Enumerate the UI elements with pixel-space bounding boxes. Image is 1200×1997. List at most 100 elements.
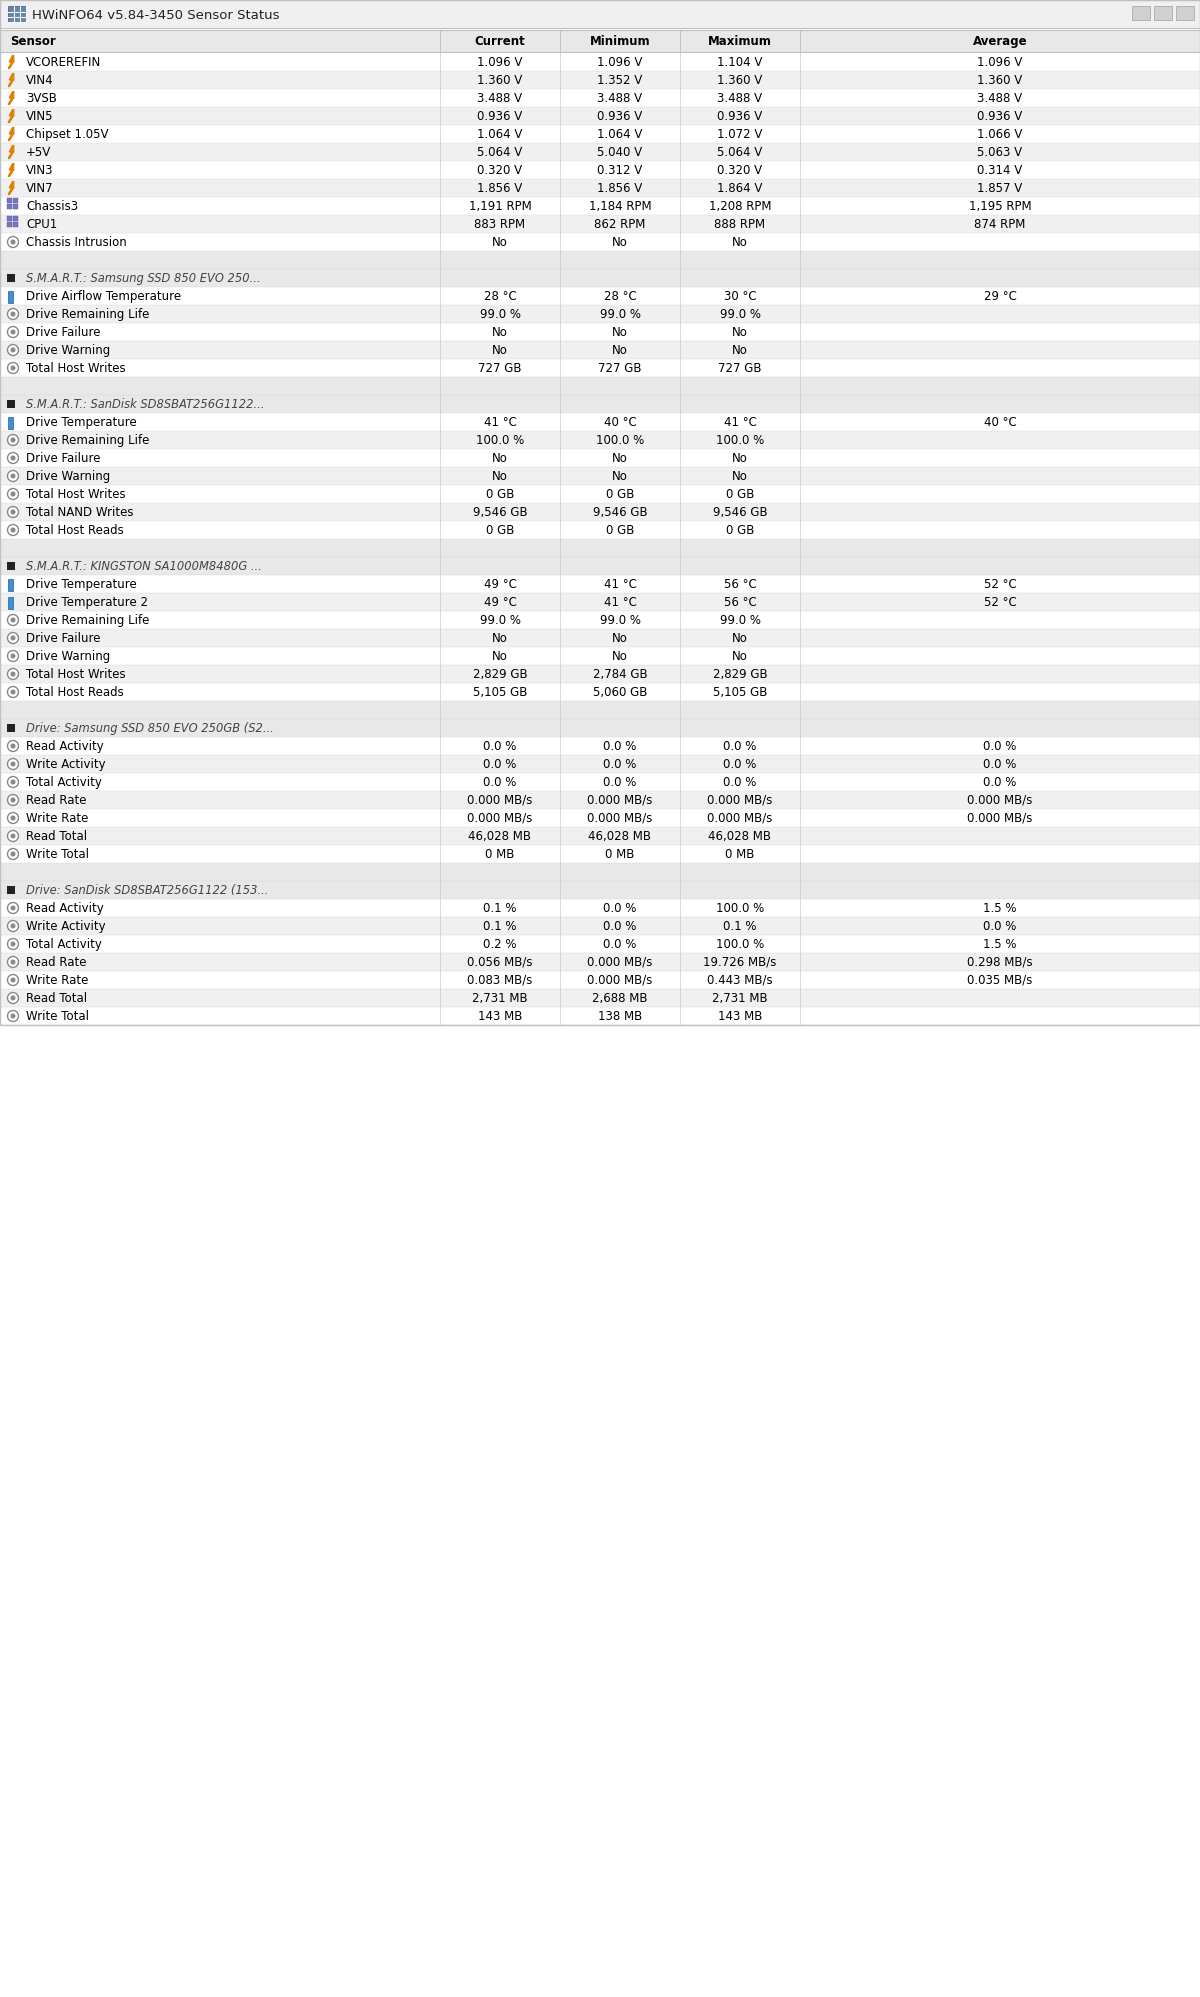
Bar — [0, 108, 1200, 126]
Bar — [0, 809, 1200, 827]
Bar — [0, 377, 1200, 395]
Bar — [0, 306, 1200, 324]
Text: 1.064 V: 1.064 V — [478, 128, 523, 140]
Bar — [13, 222, 18, 226]
Text: 1.072 V: 1.072 V — [718, 128, 763, 140]
Circle shape — [11, 959, 16, 965]
Bar — [0, 72, 1200, 90]
Text: 49 °C: 49 °C — [484, 595, 516, 609]
Text: No: No — [732, 631, 748, 645]
Text: 2,784 GB: 2,784 GB — [593, 667, 647, 681]
Circle shape — [11, 923, 16, 929]
Text: 19.726 MB/s: 19.726 MB/s — [703, 955, 776, 969]
Bar — [0, 647, 1200, 665]
Text: 100.0 %: 100.0 % — [476, 433, 524, 447]
Text: 0.000 MB/s: 0.000 MB/s — [467, 793, 533, 807]
Text: 0.936 V: 0.936 V — [598, 110, 643, 122]
Bar — [13, 198, 18, 202]
Text: 0.0 %: 0.0 % — [604, 757, 637, 771]
Text: No: No — [492, 469, 508, 483]
Text: 46,028 MB: 46,028 MB — [708, 829, 772, 843]
Text: S.M.A.R.T.: Samsung SSD 850 EVO 250...: S.M.A.R.T.: Samsung SSD 850 EVO 250... — [26, 272, 260, 284]
Text: No: No — [732, 343, 748, 357]
Text: 5.064 V: 5.064 V — [718, 146, 763, 158]
Text: 727 GB: 727 GB — [599, 361, 642, 375]
Text: 0.314 V: 0.314 V — [977, 164, 1022, 176]
Text: 138 MB: 138 MB — [598, 1010, 642, 1022]
Text: 0.0 %: 0.0 % — [604, 937, 637, 951]
Circle shape — [7, 957, 18, 967]
Text: No: No — [492, 649, 508, 663]
Bar — [0, 395, 1200, 413]
Text: 0.000 MB/s: 0.000 MB/s — [707, 793, 773, 807]
Circle shape — [7, 615, 18, 625]
Text: Write Activity: Write Activity — [26, 919, 106, 933]
Text: 2,829 GB: 2,829 GB — [473, 667, 527, 681]
Text: 100.0 %: 100.0 % — [596, 433, 644, 447]
Text: Read Rate: Read Rate — [26, 793, 86, 807]
Circle shape — [11, 689, 16, 695]
Circle shape — [7, 741, 18, 751]
Text: Drive Remaining Life: Drive Remaining Life — [26, 613, 149, 627]
Circle shape — [7, 633, 18, 643]
Bar — [0, 539, 1200, 557]
Circle shape — [11, 833, 16, 839]
Text: VIN5: VIN5 — [26, 110, 54, 122]
Circle shape — [11, 797, 16, 803]
Bar — [0, 593, 1200, 611]
Text: 1.096 V: 1.096 V — [478, 56, 523, 68]
Text: No: No — [492, 343, 508, 357]
Text: 727 GB: 727 GB — [719, 361, 762, 375]
Text: 0.320 V: 0.320 V — [478, 164, 522, 176]
Text: 1.864 V: 1.864 V — [718, 182, 763, 194]
Bar — [0, 54, 1200, 72]
Text: VIN7: VIN7 — [26, 182, 54, 194]
Text: 0.0 %: 0.0 % — [484, 739, 517, 753]
Circle shape — [11, 653, 16, 659]
Circle shape — [11, 240, 16, 244]
Text: 9,546 GB: 9,546 GB — [593, 505, 647, 519]
Text: 0.0 %: 0.0 % — [604, 901, 637, 915]
Bar — [0, 791, 1200, 809]
Text: No: No — [732, 236, 748, 248]
Text: Chassis3: Chassis3 — [26, 200, 78, 212]
Text: Total Host Reads: Total Host Reads — [26, 685, 124, 699]
Circle shape — [11, 509, 16, 515]
Text: 1.857 V: 1.857 V — [977, 182, 1022, 194]
Text: 0.0 %: 0.0 % — [983, 739, 1016, 753]
Bar — [0, 126, 1200, 144]
Text: 0.936 V: 0.936 V — [718, 110, 763, 122]
Text: 41 °C: 41 °C — [484, 415, 516, 429]
Circle shape — [11, 455, 16, 461]
Text: 99.0 %: 99.0 % — [720, 613, 761, 627]
Bar — [0, 30, 1200, 52]
Circle shape — [7, 507, 18, 517]
Bar — [8, 6, 26, 22]
Circle shape — [7, 345, 18, 355]
Text: 1.360 V: 1.360 V — [478, 74, 523, 86]
Bar — [0, 341, 1200, 359]
Text: S.M.A.R.T.: KINGSTON SA1000M8480G ...: S.M.A.R.T.: KINGSTON SA1000M8480G ... — [26, 559, 262, 573]
Text: 0.0 %: 0.0 % — [604, 775, 637, 789]
Text: 3.488 V: 3.488 V — [978, 92, 1022, 104]
Text: 3.488 V: 3.488 V — [718, 92, 762, 104]
Circle shape — [11, 365, 16, 371]
Bar — [0, 701, 1200, 719]
Text: Drive Temperature: Drive Temperature — [26, 415, 137, 429]
Bar — [1132, 6, 1150, 20]
Text: 0.0 %: 0.0 % — [983, 775, 1016, 789]
Polygon shape — [10, 146, 14, 160]
Circle shape — [11, 347, 16, 353]
Circle shape — [11, 330, 16, 335]
Text: 56 °C: 56 °C — [724, 595, 756, 609]
Text: 0.000 MB/s: 0.000 MB/s — [587, 793, 653, 807]
Text: 0.0 %: 0.0 % — [484, 757, 517, 771]
Circle shape — [7, 903, 18, 913]
Text: Drive Temperature: Drive Temperature — [26, 577, 137, 591]
Bar — [0, 431, 1200, 449]
Text: No: No — [612, 649, 628, 663]
Circle shape — [7, 795, 18, 805]
Text: Total Host Writes: Total Host Writes — [26, 487, 126, 501]
Text: 0 GB: 0 GB — [726, 523, 754, 537]
Circle shape — [7, 363, 18, 373]
